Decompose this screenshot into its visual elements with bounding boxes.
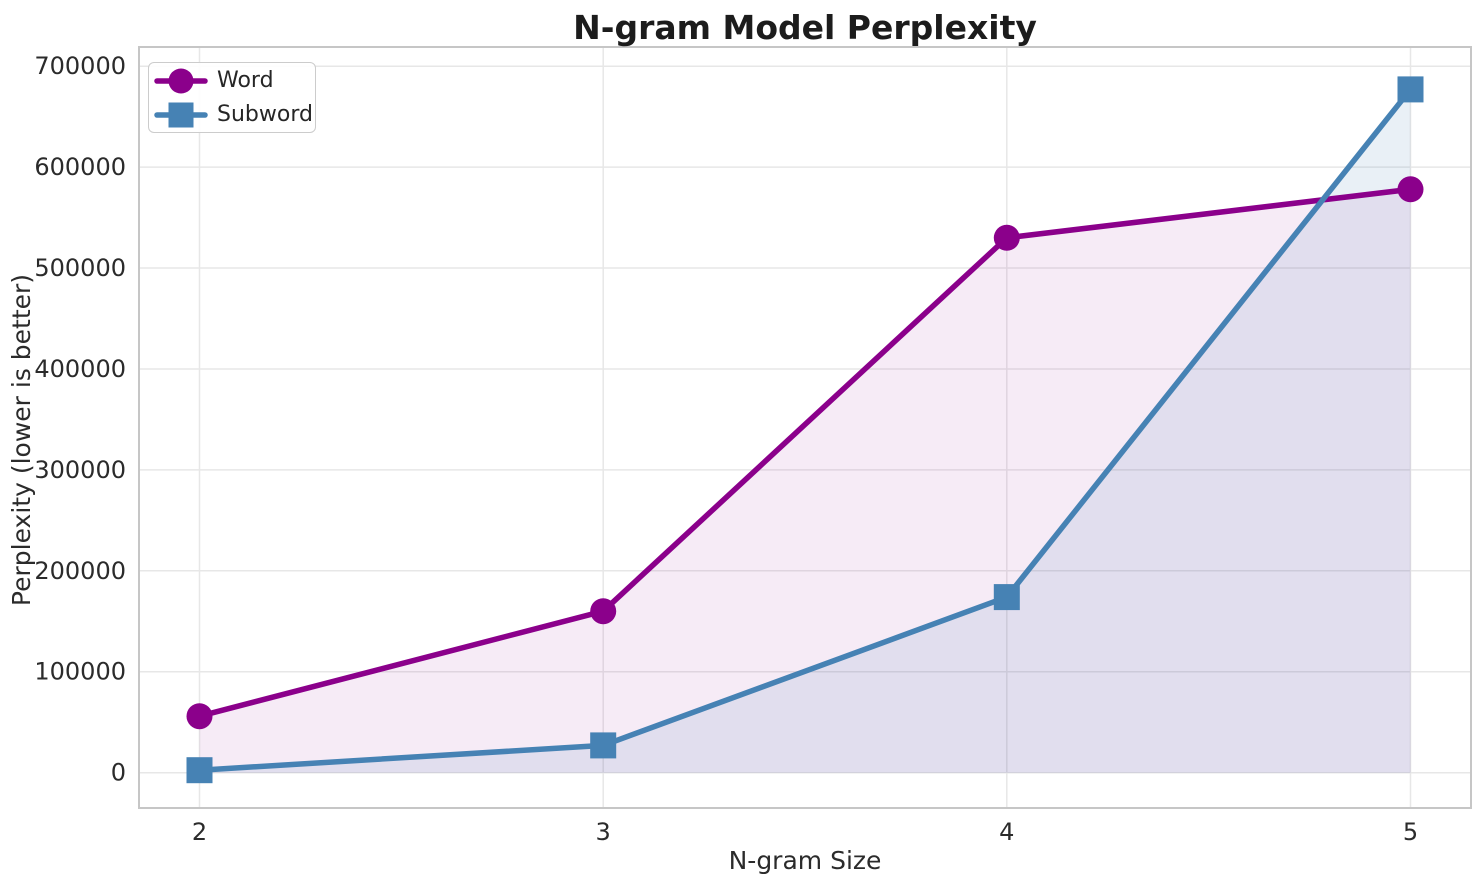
word-point [993,224,1020,251]
legend-label-word: Word [217,67,274,93]
subword-area-fill [199,89,1411,773]
word-point [1397,176,1424,203]
x-tick-label: 5 [1403,818,1418,846]
legend-item-word: Word [154,65,315,97]
legend-item-subword: Subword [154,99,315,131]
subword-point [1397,76,1424,103]
word-point [186,703,213,730]
plot-border [138,46,1472,809]
legend: Word Subword [148,62,316,133]
word-area-fill [199,189,1411,773]
legend-label-subword: Subword [217,101,313,127]
x-axis-label: N-gram Size [729,846,882,875]
subword-series-marker-icon [154,102,208,127]
subword-point [186,757,213,784]
y-tick-label: 700000 [34,52,126,80]
y-tick-label: 600000 [34,153,126,181]
y-tick-label: 400000 [34,355,126,383]
y-axis-label: Perplexity (lower is better) [7,274,36,606]
y-tick-label: 100000 [34,658,126,686]
x-tick-label: 2 [192,818,207,846]
y-tick-label: 500000 [34,254,126,282]
x-tick-label: 4 [999,818,1014,846]
word-line [196,186,1414,719]
tick-labels: 0 100000 200000 300000 400000 500000 600000 700… [34,52,1418,846]
chart-title: N-gram Model Perplexity [573,8,1037,47]
subword-point [993,584,1020,611]
series-layer [186,76,1424,784]
area-fills [199,89,1411,773]
word-series-marker-icon [154,68,208,93]
y-tick-label: 200000 [34,557,126,585]
y-tick-label: 300000 [34,456,126,484]
subword-line [196,86,1414,773]
y-tick-label: 0 [111,759,126,787]
word-point [590,598,617,625]
subword-point [590,732,617,759]
x-tick-label: 3 [596,818,611,846]
